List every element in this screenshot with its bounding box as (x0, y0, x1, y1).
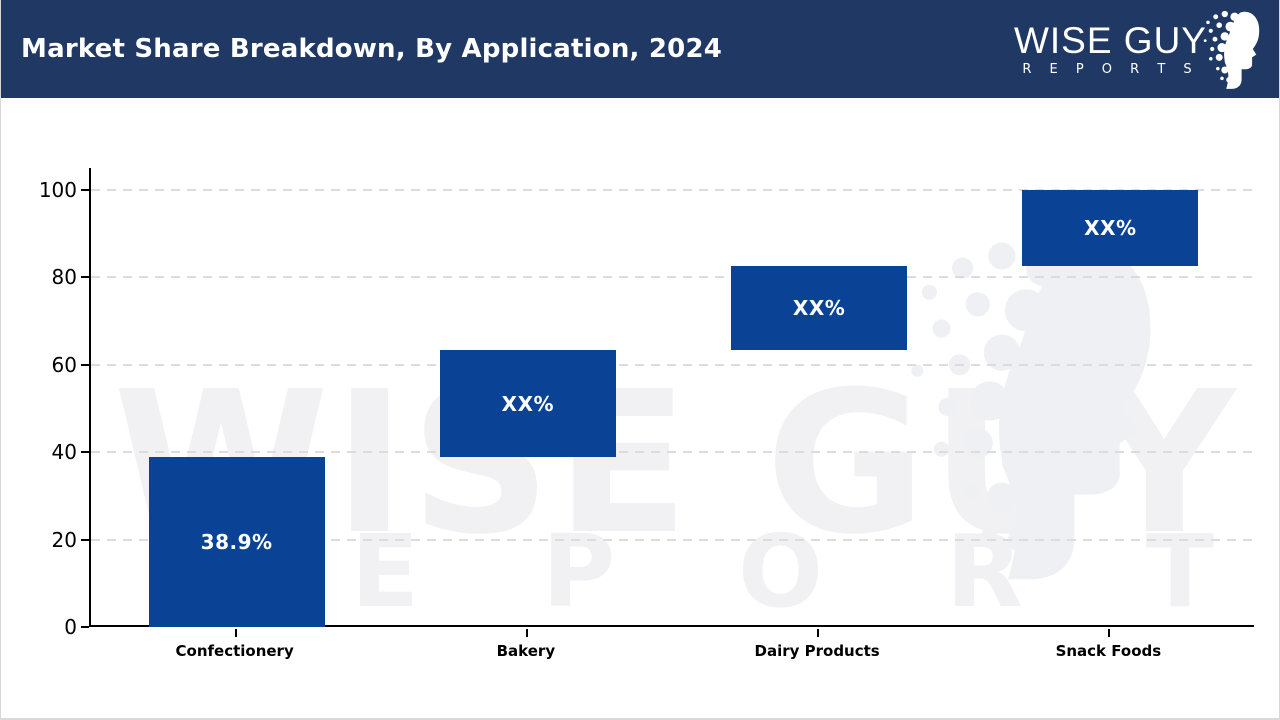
logo-text: WISE GUY R E P O R T S (1014, 22, 1207, 77)
gridline (91, 451, 1254, 454)
y-tick-mark (81, 363, 89, 366)
plot-area: 38.9% XX% XX% XX% (89, 168, 1254, 627)
bar: XX% (731, 265, 908, 351)
gridline (91, 363, 1254, 366)
x-category-label: Bakery (496, 642, 556, 660)
gridline (91, 188, 1254, 191)
bar-value-label: 38.9% (200, 529, 273, 554)
header: Market Share Breakdown, By Application, … (1, 0, 1279, 98)
y-tick-label: 60 (51, 352, 77, 377)
watermark-head-icon (911, 242, 1151, 580)
bar-value-label: XX% (501, 391, 555, 416)
x-tick-mark (525, 629, 528, 637)
y-tick-mark (81, 626, 89, 628)
x-category-label: Confectionery (175, 642, 294, 660)
bar-value-label: XX% (1084, 215, 1137, 240)
bar: 38.9% (148, 456, 325, 627)
y-tick-mark (81, 538, 89, 541)
bar: XX% (1022, 189, 1199, 266)
page-title: Market Share Breakdown, By Application, … (21, 34, 723, 64)
y-tick-mark (81, 188, 89, 191)
y-tick-label: 80 (51, 265, 77, 290)
x-tick-mark (1108, 629, 1111, 637)
logo-subtext: R E P O R T S (1022, 61, 1199, 77)
logo-wordmark: WISE GUY (1013, 19, 1207, 61)
gridline (91, 538, 1254, 541)
logo-head-icon (1203, 10, 1260, 89)
bar-value-label: XX% (792, 296, 846, 321)
bar: XX% (439, 350, 616, 457)
y-tick-mark (81, 276, 89, 279)
chart-area: WISE GUY R E P O R T S 38.9%XX%XX%XX% 02… (1, 98, 1279, 718)
gridline (91, 276, 1254, 279)
watermark-subtext: R E P O R T S (151, 513, 1279, 630)
x-tick-mark (234, 629, 237, 637)
x-category-label: Dairy Products (754, 642, 880, 660)
y-tick-label: 0 (64, 615, 77, 639)
y-tick-label: 40 (51, 440, 77, 465)
brand-logo: WISE GUY R E P O R T S (1014, 7, 1265, 91)
y-tick-label: 100 (38, 177, 77, 202)
y-tick-mark (81, 451, 89, 454)
x-tick-mark (817, 629, 820, 637)
y-tick-label: 20 (51, 527, 77, 552)
x-category-label: Snack Foods (1055, 642, 1162, 660)
